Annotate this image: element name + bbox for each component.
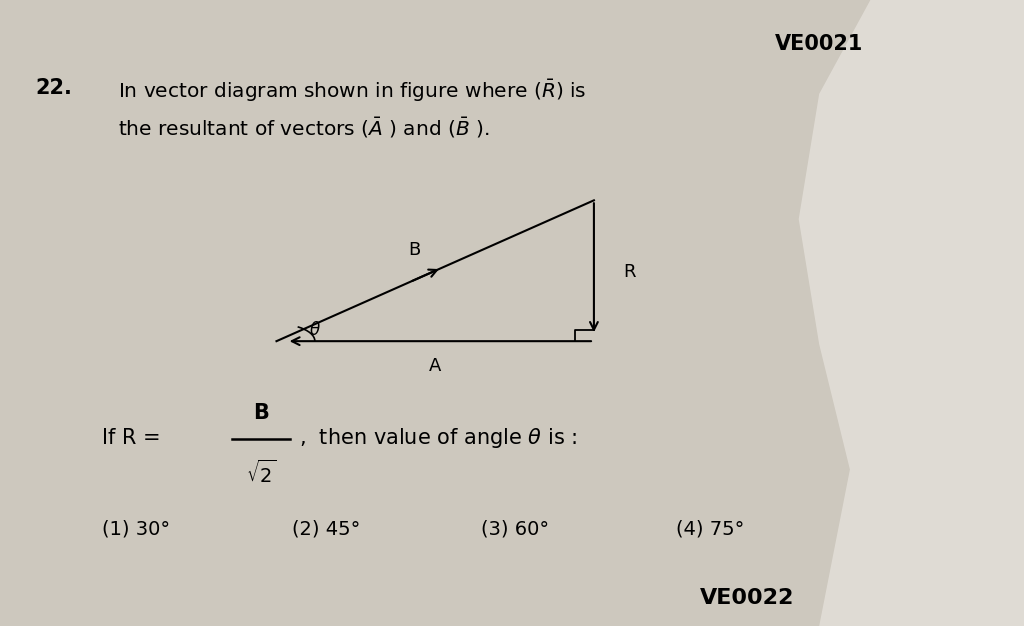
Text: In vector diagram shown in figure where ($\bar{R}$) is: In vector diagram shown in figure where … bbox=[118, 78, 586, 105]
Text: B: B bbox=[409, 242, 421, 259]
Text: (4) 75°: (4) 75° bbox=[676, 520, 744, 538]
Text: ,  then value of angle $\theta$ is :: , then value of angle $\theta$ is : bbox=[299, 426, 578, 450]
Text: $\theta$: $\theta$ bbox=[309, 321, 322, 339]
Text: If R =: If R = bbox=[102, 428, 168, 448]
Text: VE0022: VE0022 bbox=[700, 588, 795, 608]
Text: (1) 30°: (1) 30° bbox=[102, 520, 171, 538]
Polygon shape bbox=[737, 0, 1024, 626]
Text: (2) 45°: (2) 45° bbox=[292, 520, 360, 538]
Text: B: B bbox=[253, 403, 269, 423]
Text: 22.: 22. bbox=[36, 78, 73, 98]
Text: A: A bbox=[429, 357, 441, 375]
Text: (3) 60°: (3) 60° bbox=[481, 520, 550, 538]
Text: the resultant of vectors ($\bar{A}$ ) and ($\bar{B}$ ).: the resultant of vectors ($\bar{A}$ ) an… bbox=[118, 116, 489, 140]
Text: VE0021: VE0021 bbox=[775, 34, 863, 54]
Text: R: R bbox=[624, 264, 636, 281]
Text: $\sqrt{2}$: $\sqrt{2}$ bbox=[246, 460, 276, 488]
